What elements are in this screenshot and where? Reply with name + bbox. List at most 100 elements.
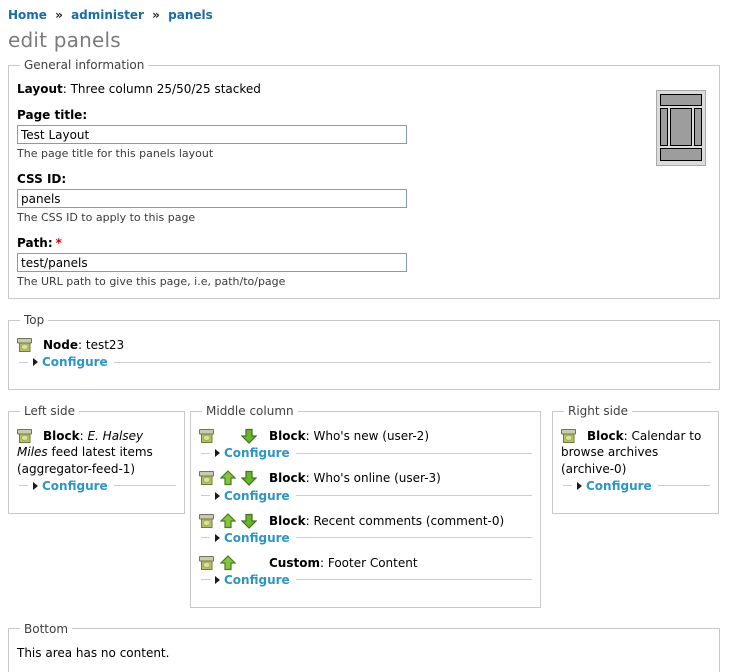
- configure-link[interactable]: Configure: [42, 478, 108, 493]
- pane-title: Who's new (user-2): [313, 429, 429, 444]
- fieldset-left-side: Left side Block: E. Halsey Miles feed la…: [8, 404, 185, 514]
- pane-type: Block: [269, 429, 306, 444]
- move-down-icon[interactable]: [241, 470, 257, 486]
- divider-dash: [19, 361, 28, 363]
- breadcrumb-separator: »: [55, 8, 63, 22]
- fieldset-legend: Left side: [24, 404, 75, 419]
- thumb-middle-col: [670, 108, 692, 146]
- triangle-right-icon: [577, 481, 582, 490]
- configure-row: Configure: [199, 489, 532, 503]
- path-description: The URL path to give this page, i.e, pat…: [17, 275, 286, 288]
- css-id-description: The CSS ID to apply to this page: [17, 211, 196, 224]
- form-item-page-title: Page title: The page title for this pane…: [17, 108, 711, 160]
- pane-title: Who's online (user-3): [313, 471, 441, 486]
- page-title-description: The page title for this panels layout: [17, 147, 214, 160]
- move-down-icon[interactable]: [241, 428, 257, 444]
- layout-thumbnail-icon: [656, 90, 706, 166]
- trash-icon[interactable]: [199, 513, 215, 529]
- move-up-icon[interactable]: [220, 512, 236, 529]
- fieldset-legend: Bottom: [24, 621, 69, 636]
- triangle-right-icon: [215, 449, 220, 458]
- configure-row: Configure: [199, 531, 532, 545]
- pane-type: Block: [43, 429, 80, 444]
- breadcrumb: Home » administer » panels: [8, 8, 720, 22]
- triangle-right-icon: [215, 533, 220, 542]
- triangle-right-icon: [33, 481, 38, 490]
- fieldset-bottom-area: Bottom This area has no content.: [8, 621, 720, 672]
- move-up-icon[interactable]: [220, 555, 236, 571]
- fieldset-legend: Middle column: [206, 404, 294, 419]
- configure-link[interactable]: Configure: [42, 355, 108, 370]
- layout-label: Layout: [17, 82, 63, 96]
- path-label: Path: *: [17, 236, 62, 250]
- divider-line: [113, 485, 176, 487]
- trash-icon[interactable]: [199, 428, 215, 444]
- thumb-bottom-bar: [660, 148, 702, 161]
- divider-line: [657, 485, 710, 487]
- breadcrumb-link-administer[interactable]: administer: [71, 8, 144, 22]
- thumb-left-col: [660, 108, 668, 146]
- fieldset-general-information: General information Layout: Three column…: [8, 58, 720, 299]
- css-id-input[interactable]: [17, 189, 407, 208]
- move-up-icon[interactable]: [220, 470, 236, 486]
- form-item-path: Path:* The URL path to give this page, i…: [17, 236, 711, 288]
- form-item-css-id: CSS ID: The CSS ID to apply to this page: [17, 172, 711, 224]
- move-down-icon[interactable]: [241, 513, 257, 529]
- breadcrumb-link-home[interactable]: Home: [8, 8, 47, 22]
- trash-icon[interactable]: [199, 470, 215, 486]
- pane-type: Block: [587, 429, 624, 444]
- configure-link[interactable]: Configure: [224, 572, 290, 587]
- pane-custom-footer: Custom: Footer Content: [199, 555, 532, 571]
- pane-node: Node: test23: [17, 337, 711, 353]
- pane-title: test23: [85, 338, 125, 352]
- divider-dash: [201, 452, 210, 454]
- pane-type: Block: [269, 513, 306, 528]
- configure-link[interactable]: Configure: [224, 488, 290, 503]
- page-title-label: Page title:: [17, 108, 88, 122]
- pane-type: Node: [43, 338, 79, 352]
- trash-icon[interactable]: [17, 337, 33, 353]
- configure-link[interactable]: Configure: [224, 446, 290, 461]
- configure-row: Configure: [199, 446, 532, 460]
- pane-block-whos-online: Block: Who's online (user-3): [199, 470, 532, 486]
- divider-line: [295, 537, 532, 539]
- fieldset-legend: Right side: [568, 404, 628, 419]
- panels-edit-page: Home » administer » panels edit panels G…: [8, 8, 720, 672]
- fieldset-right-side: Right side Block: Calendar to browse arc…: [552, 404, 719, 514]
- thumb-right-col: [694, 108, 702, 146]
- divider-dash: [201, 579, 210, 581]
- breadcrumb-link-panels[interactable]: panels: [168, 8, 213, 22]
- triangle-right-icon: [215, 491, 220, 500]
- divider-dash: [563, 485, 572, 487]
- configure-row: Configure: [17, 479, 176, 493]
- breadcrumb-separator: »: [152, 8, 160, 22]
- configure-link[interactable]: Configure: [224, 530, 290, 545]
- configure-row: Configure: [17, 355, 711, 369]
- triangle-right-icon: [215, 575, 220, 584]
- pane-type: Block: [269, 471, 306, 486]
- trash-icon[interactable]: [17, 428, 33, 444]
- path-input[interactable]: [17, 253, 407, 272]
- divider-line: [295, 452, 532, 454]
- empty-area-text: This area has no content.: [17, 645, 170, 660]
- divider-dash: [201, 537, 210, 539]
- pane-block-whos-new: Block: Who's new (user-2): [199, 428, 532, 444]
- divider-line: [295, 579, 532, 581]
- layout-value: Three column 25/50/25 stacked: [70, 82, 261, 96]
- page-title-input[interactable]: [17, 125, 407, 144]
- pane-block-archive: Block: Calendar to browse archives (arch…: [561, 428, 702, 476]
- icon-spacer: [220, 428, 236, 444]
- pane-title: Calendar to browse archives (archive-0): [561, 429, 702, 476]
- trash-icon[interactable]: [561, 428, 577, 444]
- fieldset-legend: Top: [24, 313, 45, 327]
- divider-line: [295, 495, 532, 497]
- trash-icon[interactable]: [199, 555, 215, 571]
- pane-block-recent-comments: Block: Recent comments (comment-0): [199, 512, 532, 529]
- configure-link[interactable]: Configure: [586, 478, 652, 493]
- divider-dash: [19, 485, 28, 487]
- pane-title-em: E. Halsey Miles: [17, 429, 144, 460]
- layout-summary: Layout: Three column 25/50/25 stacked: [17, 82, 711, 96]
- pane-block-aggregator: Block: E. Halsey Miles feed latest items…: [17, 428, 153, 476]
- configure-row: Configure: [199, 573, 532, 587]
- pane-title: feed latest items (aggregator-feed-1): [17, 445, 153, 476]
